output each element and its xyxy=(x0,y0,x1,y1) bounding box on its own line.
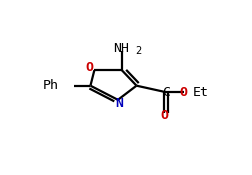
Text: O: O xyxy=(179,86,187,99)
Text: Et: Et xyxy=(193,86,208,99)
Text: O: O xyxy=(85,61,93,74)
Text: C: C xyxy=(161,86,169,99)
Text: 2: 2 xyxy=(135,46,141,56)
Text: N: N xyxy=(114,97,122,110)
Text: O: O xyxy=(160,110,168,122)
Text: NH: NH xyxy=(112,42,128,55)
Text: Ph: Ph xyxy=(43,79,59,92)
